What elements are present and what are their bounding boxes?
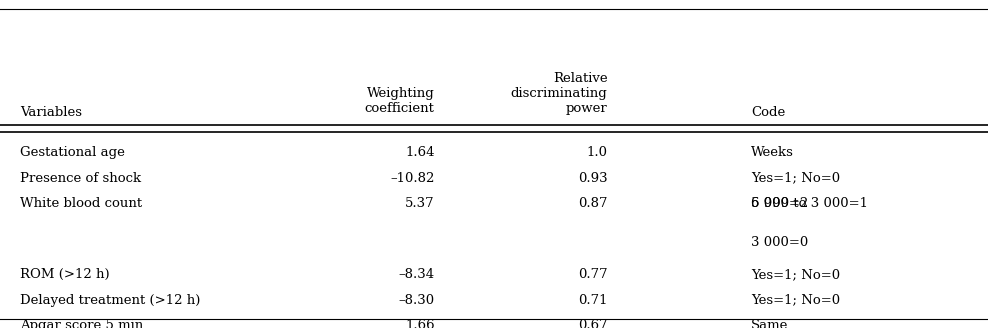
Text: Gestational age: Gestational age <box>20 146 124 159</box>
Text: Delayed treatment (>12 h): Delayed treatment (>12 h) <box>20 294 201 307</box>
Text: –10.82: –10.82 <box>390 172 435 185</box>
Text: 6 000=2: 6 000=2 <box>751 197 808 210</box>
Text: Variables: Variables <box>20 106 82 119</box>
Text: 0.67: 0.67 <box>578 319 608 328</box>
Text: 0.87: 0.87 <box>578 197 608 210</box>
Text: 0.71: 0.71 <box>578 294 608 307</box>
Text: 5.37: 5.37 <box>405 197 435 210</box>
Text: Yes=1; No=0: Yes=1; No=0 <box>751 294 840 307</box>
Text: 3 000=0: 3 000=0 <box>751 236 808 250</box>
Text: –8.30: –8.30 <box>398 294 435 307</box>
Text: Same: Same <box>751 319 788 328</box>
Text: ROM (>12 h): ROM (>12 h) <box>20 268 110 281</box>
Text: 1.64: 1.64 <box>405 146 435 159</box>
Text: Relative
discriminating
power: Relative discriminating power <box>511 72 608 115</box>
Text: 0.77: 0.77 <box>578 268 608 281</box>
Text: Code: Code <box>751 106 785 119</box>
Text: Presence of shock: Presence of shock <box>20 172 141 185</box>
Text: White blood count: White blood count <box>20 197 142 210</box>
Text: 0.93: 0.93 <box>578 172 608 185</box>
Text: –8.34: –8.34 <box>398 268 435 281</box>
Text: Apgar score 5 min: Apgar score 5 min <box>20 319 143 328</box>
Text: 5 999 to 3 000=1: 5 999 to 3 000=1 <box>751 197 867 210</box>
Text: Weeks: Weeks <box>751 146 793 159</box>
Text: Yes=1; No=0: Yes=1; No=0 <box>751 172 840 185</box>
Text: Weighting
coefficient: Weighting coefficient <box>365 88 435 115</box>
Text: 1.0: 1.0 <box>587 146 608 159</box>
Text: 1.66: 1.66 <box>405 319 435 328</box>
Text: Yes=1; No=0: Yes=1; No=0 <box>751 268 840 281</box>
